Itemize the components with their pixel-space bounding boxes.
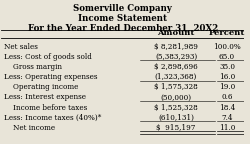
Text: Income before taxes: Income before taxes [4, 104, 87, 112]
Text: 16.0: 16.0 [219, 73, 235, 81]
Text: Less: Cost of goods sold: Less: Cost of goods sold [4, 53, 92, 61]
Text: Operating income: Operating income [4, 83, 78, 91]
Text: Somerville Company: Somerville Company [73, 4, 172, 13]
Text: (5,383,293): (5,383,293) [155, 53, 197, 61]
Text: $ 2,898,696: $ 2,898,696 [154, 63, 198, 71]
Text: 0.6: 0.6 [221, 93, 233, 101]
Text: 11.0: 11.0 [219, 124, 235, 132]
Text: $ 8,281,989: $ 8,281,989 [154, 43, 198, 51]
Text: 100.0%: 100.0% [213, 43, 241, 51]
Text: $ 1,575,328: $ 1,575,328 [154, 83, 198, 91]
Text: Less: Operating expenses: Less: Operating expenses [4, 73, 97, 81]
Text: Percent: Percent [209, 29, 245, 37]
Text: Amount: Amount [157, 29, 195, 37]
Text: Net sales: Net sales [4, 43, 38, 51]
Text: (50,000): (50,000) [160, 93, 192, 101]
Text: 35.0: 35.0 [219, 63, 235, 71]
Text: 7.4: 7.4 [221, 114, 233, 122]
Text: (610,131): (610,131) [158, 114, 194, 122]
Text: For the Year Ended December 31, 20X2: For the Year Ended December 31, 20X2 [28, 24, 218, 33]
Text: Less: Income taxes (40%)*: Less: Income taxes (40%)* [4, 114, 101, 122]
Text: 19.0: 19.0 [219, 83, 235, 91]
Text: (1,323,368): (1,323,368) [155, 73, 197, 81]
Text: 65.0: 65.0 [219, 53, 235, 61]
Text: 18.4: 18.4 [219, 104, 235, 112]
Text: $  915,197: $ 915,197 [156, 124, 196, 132]
Text: Gross margin: Gross margin [4, 63, 62, 71]
Text: Less: Interest expense: Less: Interest expense [4, 93, 86, 101]
Text: Net income: Net income [4, 124, 55, 132]
Text: Income Statement: Income Statement [78, 14, 167, 23]
Text: $ 1,525,328: $ 1,525,328 [154, 104, 198, 112]
